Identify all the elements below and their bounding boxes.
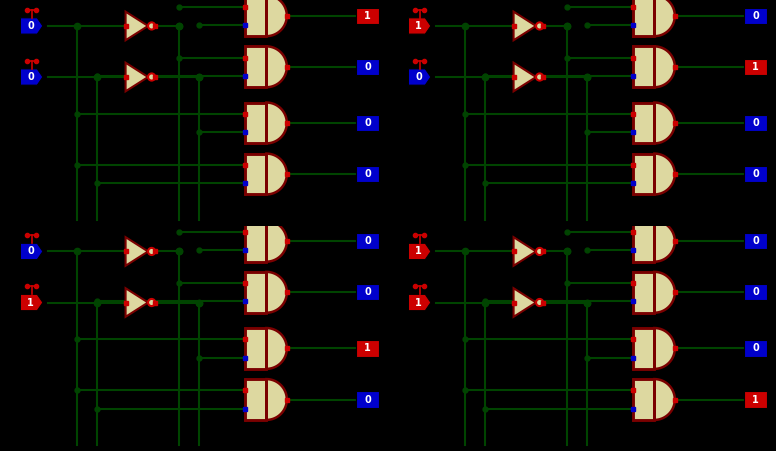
Bar <box>744 391 767 408</box>
Polygon shape <box>408 295 431 311</box>
Text: 1: 1 <box>752 395 759 405</box>
Circle shape <box>536 74 543 81</box>
Polygon shape <box>126 63 148 91</box>
Bar <box>633 46 654 87</box>
Circle shape <box>148 299 155 306</box>
Bar <box>633 328 654 369</box>
Bar <box>245 0 266 36</box>
Circle shape <box>148 23 155 29</box>
Polygon shape <box>266 46 287 87</box>
Bar <box>356 391 379 408</box>
Text: 1: 1 <box>27 298 34 308</box>
Text: 1: 1 <box>415 246 422 257</box>
Polygon shape <box>654 379 675 420</box>
Polygon shape <box>266 102 287 143</box>
Text: 1: 1 <box>752 62 759 72</box>
Polygon shape <box>514 12 536 40</box>
Text: 0: 0 <box>752 236 759 246</box>
Text: 0: 0 <box>364 118 371 128</box>
Bar <box>744 341 767 357</box>
Bar <box>744 284 767 300</box>
Polygon shape <box>266 379 287 420</box>
Circle shape <box>536 248 543 255</box>
Bar <box>633 0 654 36</box>
Polygon shape <box>20 295 43 311</box>
Text: 0: 0 <box>364 62 371 72</box>
Bar <box>245 379 266 420</box>
Polygon shape <box>20 69 43 85</box>
Bar <box>356 341 379 357</box>
Text: 0: 0 <box>415 72 422 82</box>
Circle shape <box>536 23 543 29</box>
Circle shape <box>536 299 543 306</box>
Text: 0: 0 <box>364 169 371 179</box>
Text: 1: 1 <box>364 344 371 354</box>
Polygon shape <box>266 154 287 194</box>
Polygon shape <box>408 243 431 260</box>
Polygon shape <box>266 272 287 313</box>
Text: 0: 0 <box>364 236 371 246</box>
Bar <box>356 166 379 182</box>
Polygon shape <box>126 12 148 40</box>
Polygon shape <box>126 288 148 317</box>
Text: 1: 1 <box>415 298 422 308</box>
Bar <box>356 59 379 75</box>
Bar <box>245 221 266 262</box>
Text: 0: 0 <box>752 169 759 179</box>
Text: 1: 1 <box>364 11 371 21</box>
Polygon shape <box>654 154 675 194</box>
Text: 1: 1 <box>415 21 422 31</box>
Bar <box>744 166 767 182</box>
Bar <box>744 115 767 131</box>
Bar <box>245 102 266 143</box>
Bar <box>356 115 379 131</box>
Bar <box>356 284 379 300</box>
Text: 0: 0 <box>752 344 759 354</box>
Polygon shape <box>20 243 43 260</box>
Polygon shape <box>514 63 536 91</box>
Polygon shape <box>654 328 675 369</box>
Bar <box>245 46 266 87</box>
Polygon shape <box>514 237 536 266</box>
Circle shape <box>148 248 155 255</box>
Text: 0: 0 <box>27 72 34 82</box>
Bar <box>744 233 767 249</box>
Text: 0: 0 <box>752 287 759 297</box>
Polygon shape <box>408 18 431 34</box>
Bar <box>633 221 654 262</box>
Bar <box>633 379 654 420</box>
Bar <box>633 272 654 313</box>
Polygon shape <box>654 46 675 87</box>
Bar <box>744 8 767 24</box>
Polygon shape <box>408 69 431 85</box>
Polygon shape <box>126 237 148 266</box>
Circle shape <box>148 74 155 81</box>
Text: 0: 0 <box>364 287 371 297</box>
Bar <box>356 233 379 249</box>
Bar <box>744 59 767 75</box>
Polygon shape <box>514 288 536 317</box>
Polygon shape <box>20 18 43 34</box>
Bar <box>356 8 379 24</box>
Polygon shape <box>266 221 287 262</box>
Polygon shape <box>266 0 287 36</box>
Bar <box>633 154 654 194</box>
Bar <box>633 102 654 143</box>
Bar <box>245 272 266 313</box>
Polygon shape <box>266 328 287 369</box>
Text: 0: 0 <box>752 11 759 21</box>
Bar <box>245 154 266 194</box>
Bar <box>245 328 266 369</box>
Text: 0: 0 <box>27 246 34 257</box>
Polygon shape <box>654 221 675 262</box>
Text: 0: 0 <box>27 21 34 31</box>
Polygon shape <box>654 102 675 143</box>
Text: 0: 0 <box>752 118 759 128</box>
Polygon shape <box>654 272 675 313</box>
Polygon shape <box>654 0 675 36</box>
Text: 0: 0 <box>364 395 371 405</box>
